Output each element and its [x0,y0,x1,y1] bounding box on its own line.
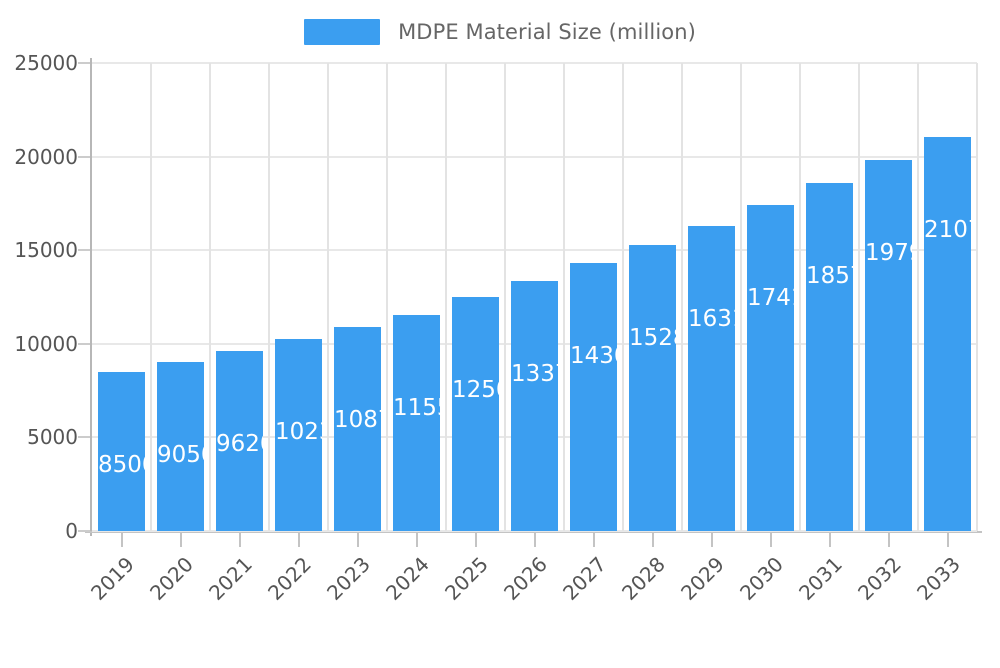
chart-legend: MDPE Material Size (million) [0,12,1000,52]
gridline-vertical [209,63,211,531]
x-axis-tick-mark [710,533,713,547]
x-axis-tick-mark [297,533,300,547]
bar[interactable] [334,327,381,531]
bar[interactable] [157,361,204,531]
x-axis-tick-mark [415,533,418,547]
gridline-horizontal [92,155,977,158]
bar-chart: MDPE Material Size (million) 0 5000 10000 1… [0,12,1000,605]
x-axis-tick-mark [120,533,123,547]
gridline-vertical [504,63,506,531]
x-axis-tick-mark [946,533,949,547]
x-axis-tick-mark [179,533,182,547]
bar[interactable] [865,160,912,531]
x-axis-tick-mark [828,533,831,547]
bar[interactable] [688,225,735,531]
gridline-vertical [740,63,742,531]
y-axis-tick-label: 15000 [14,238,78,263]
x-axis-line [85,531,982,533]
y-axis-tick-label: 10000 [14,331,78,356]
y-axis-tick-mark [78,530,90,532]
bar[interactable] [216,350,263,531]
bar[interactable] [570,263,617,531]
gridline-vertical [386,63,388,531]
bar[interactable] [806,183,853,531]
legend-swatch-mdpe[interactable] [304,19,381,45]
bar[interactable] [747,205,794,531]
bar[interactable] [511,280,558,531]
y-axis-tick-mark [78,436,90,439]
y-axis-line [90,58,92,536]
bar[interactable] [393,314,440,531]
gridline-vertical [268,63,270,531]
y-axis-tick-mark [78,155,90,158]
bar[interactable] [629,244,676,531]
bar[interactable] [275,339,322,531]
plot-area: 8500905096201023810873115501250013375143… [92,62,978,532]
gridline-horizontal [92,530,977,532]
y-axis-tick-mark [78,249,90,252]
gridline-vertical [858,63,860,531]
x-axis-tick-mark [356,533,359,547]
x-axis-tick-mark [474,533,477,547]
x-axis-tick-mark [887,533,890,547]
legend-label-mdpe[interactable]: MDPE Material Size (million) [398,20,696,44]
gridline-vertical [563,63,565,531]
x-axis-tick-mark [592,533,595,547]
x-axis-tick-mark [651,533,654,547]
gridline-vertical [327,63,329,531]
gridline-vertical [150,63,152,531]
y-axis-tick-label: 20000 [14,144,78,169]
y-axis-tick-label: 5000 [27,425,78,450]
y-axis-tick-label: 25000 [14,51,78,75]
y-axis-tick-mark [78,342,90,345]
bar[interactable] [452,297,499,531]
gridline-vertical [917,63,919,531]
gridline-vertical [681,63,683,531]
gridline-horizontal [92,249,977,252]
x-axis-tick-mark [769,533,772,547]
y-axis-tick-label: 0 [65,519,78,543]
bar[interactable] [98,371,145,531]
x-axis-tick-label: 2033 [911,552,965,605]
y-axis-tick-mark [78,62,90,64]
x-axis-tick-mark [533,533,536,547]
gridline-vertical [799,63,801,531]
gridline-vertical [445,63,447,531]
bar[interactable] [924,136,971,531]
x-axis-tick-mark [238,533,241,547]
gridline-vertical [622,63,624,531]
gridline-horizontal [92,62,977,64]
gridline-vertical [976,63,978,531]
